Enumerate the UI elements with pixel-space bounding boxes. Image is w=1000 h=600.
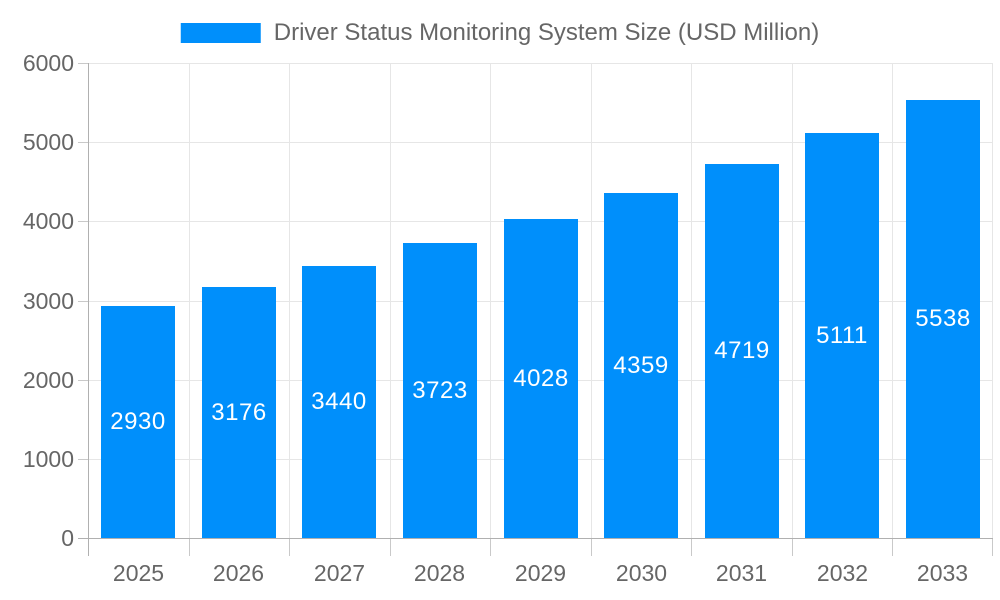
y-axis-label-5000: 5000 (22, 129, 74, 155)
y-axis-tick-3000 (78, 301, 88, 302)
y-axis-label-6000: 6000 (22, 50, 74, 76)
x-gridline-2 (289, 63, 290, 538)
x-axis-tick-5 (591, 538, 592, 556)
x-axis-line (78, 538, 993, 539)
x-gridline-1 (189, 63, 190, 538)
bar-2027[interactable]: 3440 (302, 266, 376, 538)
x-axis-label-2031: 2031 (715, 560, 768, 586)
y-axis-label-2000: 2000 (22, 367, 74, 393)
y-axis-tick-5000 (78, 142, 88, 143)
plot-area: 2930 3176 3440 3723 4028 4359 4719 5111 5538 (78, 63, 993, 556)
y-axis-label-0: 0 (61, 525, 74, 551)
x-axis-tick-3 (390, 538, 391, 556)
y-axis-tick-6000 (78, 63, 88, 64)
y-axis-tick-4000 (78, 221, 88, 222)
x-axis-label-2027: 2027 (313, 560, 366, 586)
bar-value-label-2028: 3723 (412, 376, 468, 404)
x-axis-tick-8 (892, 538, 893, 556)
x-axis-label-2025: 2025 (112, 560, 165, 586)
bar-value-label-2032: 5111 (816, 321, 868, 349)
bar-value-label-2031: 4719 (714, 337, 770, 364)
bar-2026[interactable]: 3176 (202, 287, 276, 538)
x-axis-label-2026: 2026 (212, 560, 265, 586)
x-axis-label-2030: 2030 (615, 560, 668, 586)
x-gridline-8 (892, 63, 893, 538)
bar-value-label-2025: 2930 (110, 408, 166, 435)
bar-2030[interactable]: 4359 (604, 193, 678, 538)
x-axis-tick-1 (189, 538, 190, 556)
x-gridline-5 (591, 63, 592, 538)
legend-series-label: Driver Status Monitoring System Size (US… (273, 19, 820, 46)
bar-2031[interactable]: 4719 (705, 164, 779, 538)
x-axis-label-2032: 2032 (816, 560, 869, 586)
x-gridline-4 (490, 63, 491, 538)
bar-value-label-2033: 5538 (915, 305, 971, 332)
x-gridline-7 (792, 63, 793, 538)
x-gridline-9 (992, 63, 993, 538)
y-axis-label-4000: 4000 (22, 208, 74, 234)
x-axis-tick-6 (691, 538, 692, 556)
y-gridline-6000 (88, 63, 993, 64)
x-gridline-6 (691, 63, 692, 538)
y-axis-label-1000: 1000 (22, 446, 74, 472)
y-axis-line (88, 63, 89, 556)
bar-2028[interactable]: 3723 (403, 243, 477, 538)
chart-legend[interactable]: Driver Status Monitoring System Size (US… (180, 19, 820, 47)
x-gridline-3 (390, 63, 391, 538)
x-axis-label-2029: 2029 (514, 560, 567, 586)
bar-2032[interactable]: 5111 (805, 133, 879, 538)
legend-series-swatch (180, 23, 261, 43)
bar-2025[interactable]: 2930 (101, 306, 175, 538)
x-axis-label-2033: 2033 (916, 560, 969, 586)
bar-2033[interactable]: 5538 (906, 100, 980, 538)
x-axis-tick-9 (992, 538, 993, 556)
bar-value-label-2026: 3176 (211, 398, 267, 426)
bar-2029[interactable]: 4028 (504, 219, 578, 538)
x-axis-tick-7 (792, 538, 793, 556)
x-axis-label-2028: 2028 (413, 560, 466, 586)
x-axis-tick-4 (490, 538, 491, 556)
y-axis-tick-1000 (78, 459, 88, 460)
bar-value-label-2029: 4028 (513, 364, 569, 392)
y-axis-label-3000: 3000 (22, 288, 74, 314)
x-axis-tick-2 (289, 538, 290, 556)
bar-value-label-2030: 4359 (613, 351, 669, 379)
y-axis-tick-2000 (78, 380, 88, 381)
y-gridline-5000 (88, 142, 993, 143)
bar-value-label-2027: 3440 (311, 388, 367, 415)
